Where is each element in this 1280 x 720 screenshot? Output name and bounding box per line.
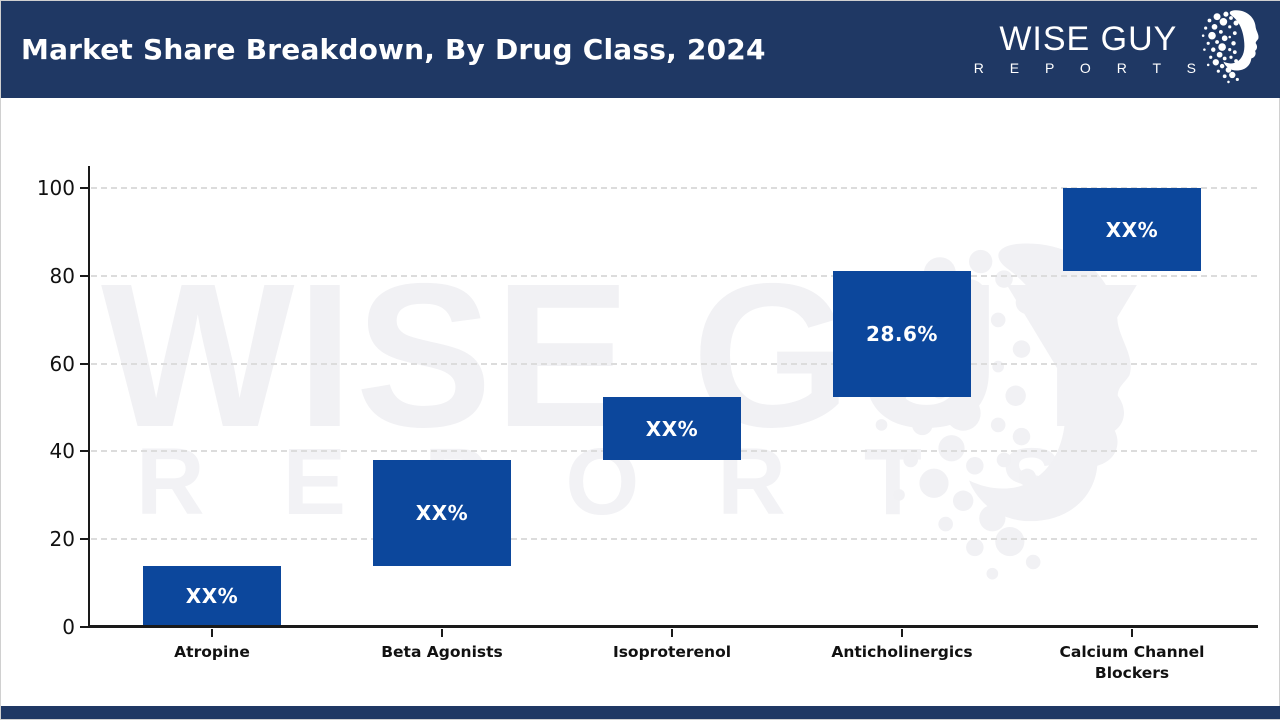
- wise-guy-reports-logo: WISE GUY R E P O R T S: [970, 7, 1269, 91]
- y-tick-mark: [80, 450, 88, 453]
- bar-isoproterenol: XX%: [603, 396, 741, 461]
- x-tick-mark: [671, 629, 673, 637]
- x-tick-mark: [441, 629, 443, 637]
- bar-anticholinergics: 28.6%: [833, 271, 971, 397]
- gridline-100: [91, 187, 1257, 189]
- chart-area: 0 20 40 60 80 100 XX% Atropine XX% Beta Agonists X…: [1, 98, 1280, 708]
- x-axis-label: Isoproterenol: [612, 643, 732, 661]
- x-axis-label: Calcium Channel Blockers: [1059, 643, 1205, 682]
- y-tick-label: 80: [49, 263, 75, 288]
- y-tick-mark: [80, 538, 88, 541]
- y-tick-mark: [80, 362, 88, 365]
- y-tick-mark: [80, 274, 88, 277]
- bar-value-label: XX%: [185, 584, 239, 609]
- y-axis-spine: [88, 166, 90, 627]
- x-tick-mark: [1131, 629, 1133, 637]
- x-axis-label: Atropine: [174, 643, 250, 661]
- x-tick-mark: [211, 629, 213, 637]
- header-bar: Market Share Breakdown, By Drug Class, 2…: [1, 1, 1280, 98]
- dotted-head-icon: [1201, 10, 1259, 84]
- bar-calcium-channel-blockers: XX%: [1063, 188, 1201, 272]
- bar-value-label: XX%: [1105, 217, 1159, 242]
- bar-value-label: 28.6%: [866, 322, 938, 347]
- bar-beta-agonists: XX%: [373, 460, 511, 566]
- x-tick-mark: [901, 629, 903, 637]
- y-tick-label: 20: [49, 527, 75, 552]
- y-tick-label: 60: [49, 351, 75, 376]
- x-axis-line: [88, 625, 1258, 628]
- x-axis-label: Anticholinergics: [831, 643, 973, 661]
- bar-value-label: XX%: [415, 500, 469, 525]
- gridline-80: [91, 274, 1257, 277]
- y-tick-label: 100: [36, 176, 75, 200]
- footer-bar: [1, 706, 1280, 719]
- logo-reports: R E P O R T S: [973, 60, 1207, 76]
- bar-value-label: XX%: [645, 416, 699, 441]
- x-axis-label: Beta Agonists: [381, 643, 503, 661]
- logo-name: WISE GUY: [999, 20, 1178, 58]
- gridline-60: [91, 362, 1257, 365]
- y-tick-label: 40: [49, 439, 75, 464]
- gridline-20: [91, 538, 1257, 541]
- bar-atropine: XX%: [143, 565, 281, 627]
- page-title: Market Share Breakdown, By Drug Class, 2…: [21, 33, 766, 66]
- y-tick-label: 0: [62, 615, 75, 639]
- logo-text: WISE GUY R E P O R T S: [970, 22, 1207, 76]
- y-tick-mark: [80, 626, 88, 628]
- y-tick-mark: [80, 187, 88, 189]
